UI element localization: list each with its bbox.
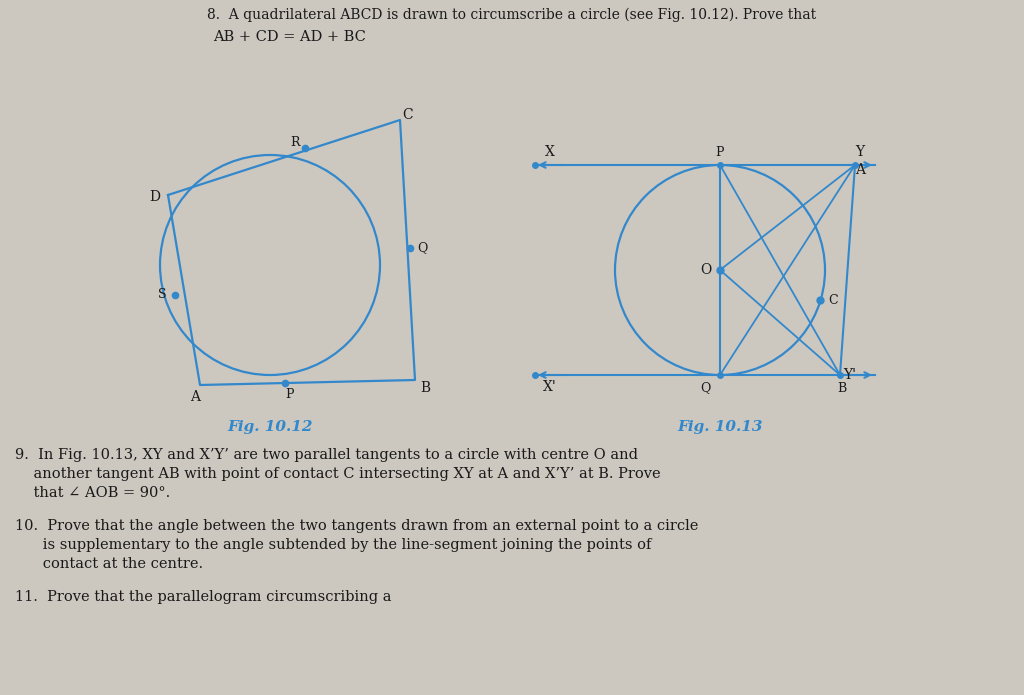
Text: O: O (700, 263, 712, 277)
Text: X: X (545, 145, 555, 159)
Text: 9.  In Fig. 10.13, XY and X’Y’ are two parallel tangents to a circle with centre: 9. In Fig. 10.13, XY and X’Y’ are two pa… (15, 448, 638, 462)
Text: Q: Q (417, 241, 427, 254)
Text: Y': Y' (844, 368, 856, 382)
Text: contact at the centre.: contact at the centre. (15, 557, 203, 571)
Text: B: B (420, 381, 430, 395)
Text: S: S (158, 288, 166, 302)
Text: B: B (838, 382, 847, 395)
Text: Fig. 10.13: Fig. 10.13 (677, 420, 763, 434)
Text: another tangent AB with point of contact C intersecting XY at A and X’Y’ at B. P: another tangent AB with point of contact… (15, 467, 660, 481)
Text: AB + CD = AD + BC: AB + CD = AD + BC (214, 30, 367, 44)
Text: P: P (286, 389, 294, 402)
Text: R: R (290, 136, 300, 149)
Text: 11.  Prove that the parallelogram circumscribing a: 11. Prove that the parallelogram circums… (15, 590, 391, 604)
Text: C: C (402, 108, 414, 122)
Text: 8.  A quadrilateral ABCD is drawn to circumscribe a circle (see Fig. 10.12). Pro: 8. A quadrilateral ABCD is drawn to circ… (208, 8, 816, 22)
Text: is supplementary to the angle subtended by the line-segment joining the points o: is supplementary to the angle subtended … (15, 538, 651, 552)
Text: A: A (190, 390, 200, 404)
Text: Fig. 10.12: Fig. 10.12 (227, 420, 312, 434)
Text: 10.  Prove that the angle between the two tangents drawn from an external point : 10. Prove that the angle between the two… (15, 519, 698, 533)
Text: X': X' (543, 380, 557, 394)
Text: that ∠ AOB = 90°.: that ∠ AOB = 90°. (15, 486, 170, 500)
Text: C: C (828, 293, 838, 306)
Text: Y: Y (855, 145, 864, 159)
Text: P: P (716, 145, 724, 158)
Text: Q: Q (699, 382, 711, 395)
Text: A: A (855, 163, 865, 177)
Text: D: D (150, 190, 161, 204)
